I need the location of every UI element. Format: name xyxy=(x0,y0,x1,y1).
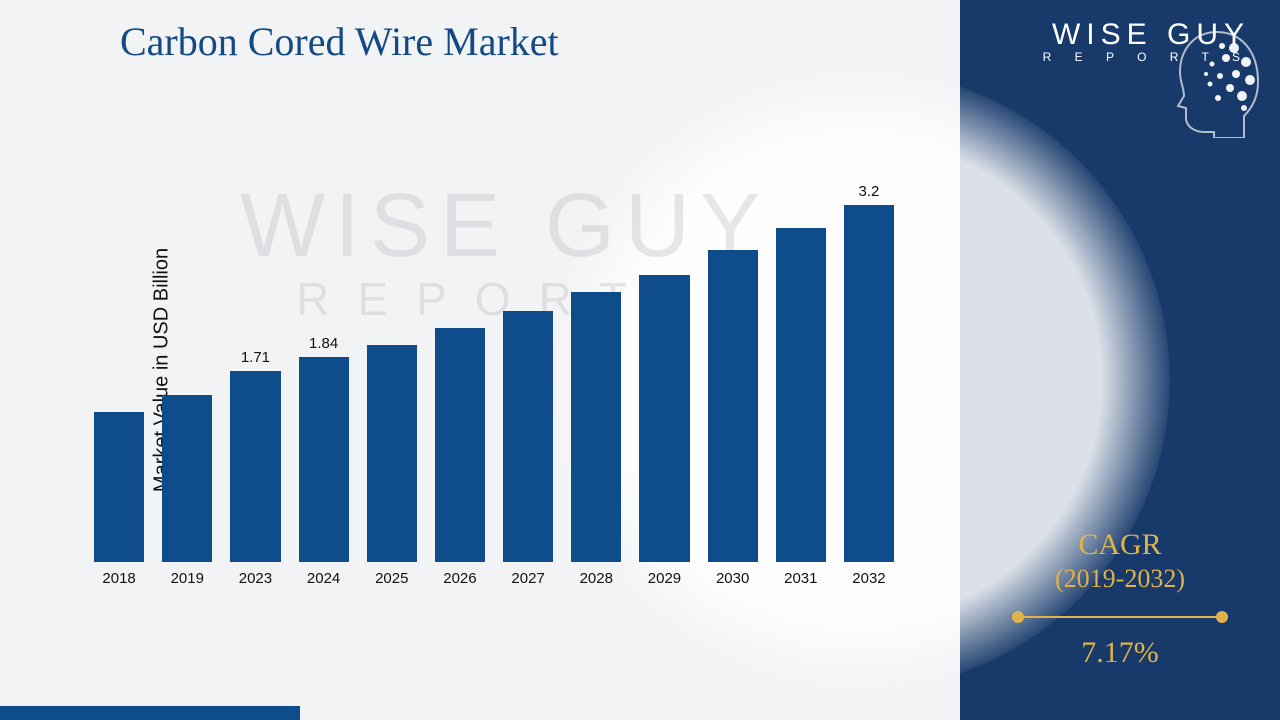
bar-2031 xyxy=(776,206,826,562)
bar xyxy=(367,345,417,562)
head-network-icon xyxy=(1172,28,1262,138)
x-label: 2027 xyxy=(503,566,553,590)
bar-value-label: 1.71 xyxy=(241,349,270,367)
bar xyxy=(708,250,758,562)
bar xyxy=(776,228,826,562)
bar-value-label: 3.2 xyxy=(859,183,880,201)
bar-value-label: 1.84 xyxy=(309,335,338,353)
market-bar-chart: Market Value in USD Billion 1.711.843.2 … xyxy=(50,150,900,590)
bar xyxy=(503,311,553,562)
bar xyxy=(571,292,621,562)
page-title: Carbon Cored Wire Market xyxy=(120,18,559,65)
cagr-divider xyxy=(1018,616,1222,618)
footer-accent-bar xyxy=(0,706,300,720)
bar-2027 xyxy=(503,289,553,562)
bar xyxy=(844,205,894,562)
x-label: 2031 xyxy=(776,566,826,590)
bar-2029 xyxy=(639,253,689,562)
bar xyxy=(94,412,144,562)
x-label: 2030 xyxy=(708,566,758,590)
bar-2023: 1.71 xyxy=(230,349,280,562)
x-label: 2029 xyxy=(639,566,689,590)
bar xyxy=(230,371,280,562)
x-label: 2024 xyxy=(299,566,349,590)
x-axis-labels: 2018 2019 2023 2024 2025 2026 2027 2028 2029 2030… xyxy=(88,566,900,590)
cagr-value: 7.17% xyxy=(1000,636,1240,670)
bar-2025 xyxy=(367,323,417,562)
bar xyxy=(435,328,485,562)
bar-2018 xyxy=(94,390,144,562)
cagr-title: CAGR xyxy=(1000,528,1240,562)
bar-2030 xyxy=(708,228,758,562)
bar-2019 xyxy=(162,373,212,562)
plot-area: 1.71 1.84 3.2 xyxy=(88,150,900,562)
x-label: 2019 xyxy=(162,566,212,590)
x-label: 2025 xyxy=(367,566,417,590)
bar-2024: 1.84 xyxy=(299,335,349,562)
x-label: 2028 xyxy=(571,566,621,590)
bar xyxy=(299,357,349,562)
bars-container: 1.71 1.84 3.2 xyxy=(88,150,900,562)
x-label: 2023 xyxy=(230,566,280,590)
cagr-years: (2019-2032) xyxy=(1000,564,1240,594)
x-label: 2032 xyxy=(844,566,894,590)
x-label: 2018 xyxy=(94,566,144,590)
x-label: 2026 xyxy=(435,566,485,590)
brand-logo: WISE GUY R E P O R T S xyxy=(1043,18,1250,64)
bar xyxy=(162,395,212,562)
bar-2028 xyxy=(571,270,621,562)
bar xyxy=(639,275,689,562)
page: WISE GUY R E P O R T S Carbon Cored Wire… xyxy=(0,0,1280,720)
bar-2032: 3.2 xyxy=(844,183,894,562)
bar-2026 xyxy=(435,306,485,562)
cagr-block: CAGR (2019-2032) 7.17% xyxy=(1000,528,1240,670)
